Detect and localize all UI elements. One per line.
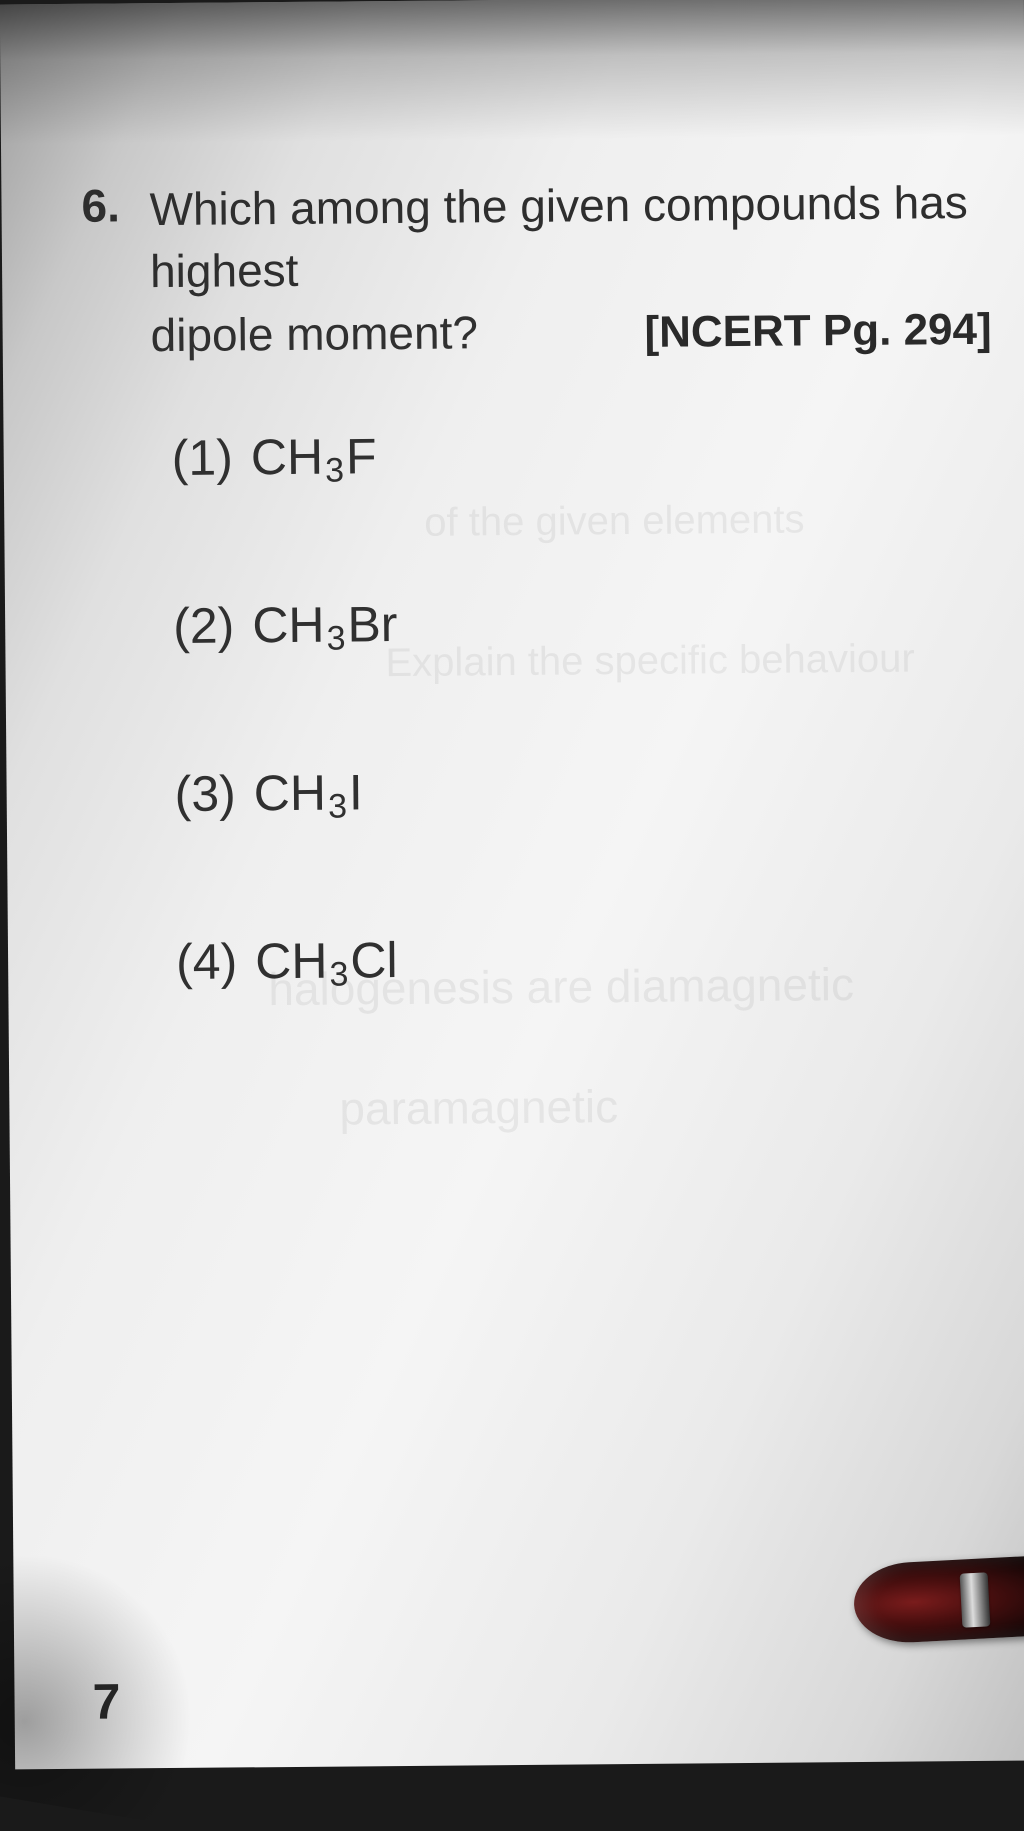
question-block: 6. Which among the given compounds has h… [81,171,992,363]
question-text-1: Which among the given compounds has high… [149,171,991,303]
option-1-tail: F [346,431,377,481]
ncert-reference: [NCERT Pg. 294] [644,305,992,358]
option-1-sub: 3 [325,453,344,487]
question-number: 6. [81,178,149,233]
option-3: (3) CH 3 I [174,767,399,819]
option-1-base: CH [251,432,324,483]
bleed-through-text: Explain the specific behaviour [385,637,915,687]
option-4-base: CH [255,936,328,987]
option-2-sub: 3 [326,621,345,655]
option-1: (1) CH 3 F [172,431,397,483]
question-line-2: dipole moment? [NCERT Pg. 294] [82,301,991,363]
option-2-base: CH [252,600,325,651]
question-text-2: dipole moment? [150,305,478,362]
question-line-1: 6. Which among the given compounds has h… [81,171,991,303]
option-1-label: (1) [172,432,234,483]
option-2-tail: Br [347,599,397,649]
book-page: 6. Which among the given compounds has h… [0,0,1024,1769]
option-4-formula: CH 3 Cl [255,935,398,986]
option-4: (4) CH 3 Cl [176,935,401,987]
pen-band [960,1572,991,1627]
option-3-base: CH [254,768,327,819]
next-question-number: 7 [92,1672,120,1730]
option-3-label: (3) [174,768,236,819]
option-2-label: (2) [173,600,235,651]
page-photo: 6. Which among the given compounds has h… [0,0,1024,1765]
option-3-formula: CH 3 I [254,767,363,818]
option-2: (2) CH 3 Br [173,599,398,651]
option-2-formula: CH 3 Br [252,599,398,650]
options-list: (1) CH 3 F (2) CH 3 Br (3) CH 3 [172,431,402,1105]
option-3-tail: I [349,767,363,817]
option-3-sub: 3 [328,789,347,823]
option-1-formula: CH 3 F [251,431,377,482]
bleed-through-text: of the given elements [424,497,805,545]
option-4-tail: Cl [350,935,398,985]
option-4-sub: 3 [329,957,348,991]
binding-shadow [0,0,1024,144]
option-4-label: (4) [176,936,238,987]
